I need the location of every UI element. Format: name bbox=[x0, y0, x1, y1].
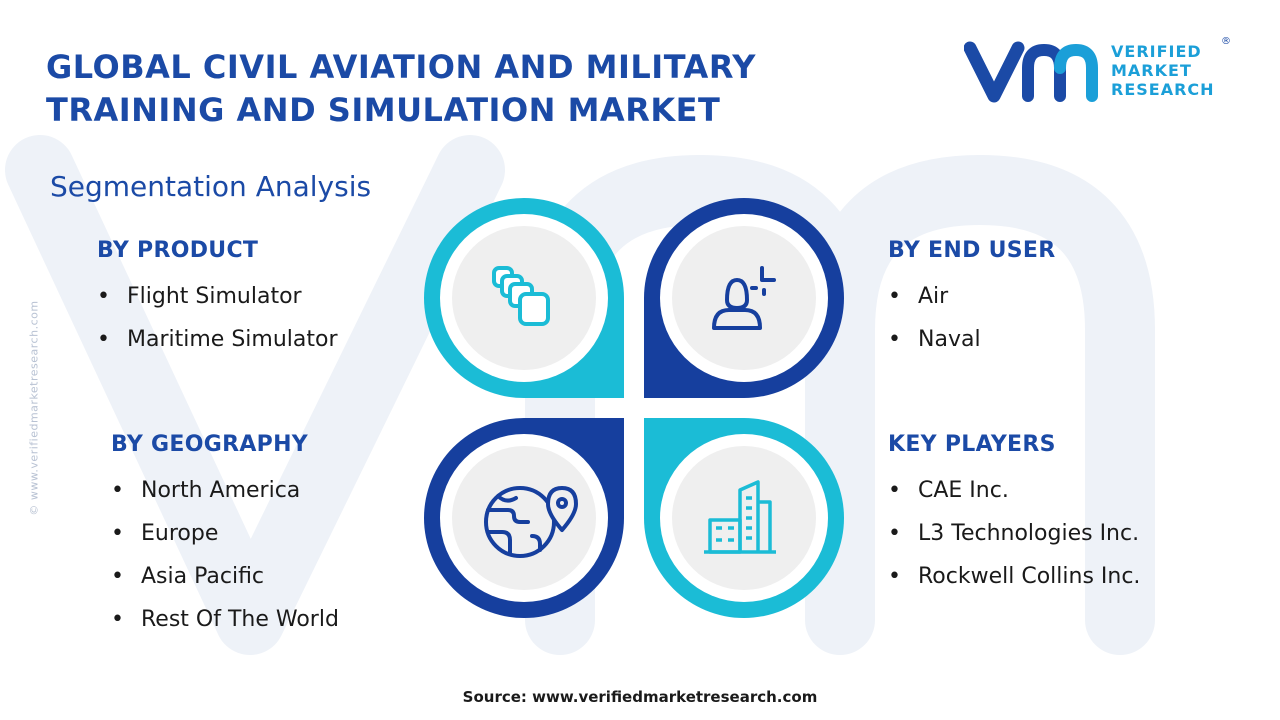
segment-list: • Air • Naval bbox=[888, 275, 1056, 361]
title-line-2: TRAINING AND SIMULATION MARKET bbox=[46, 91, 721, 129]
list-item: • Europe bbox=[111, 521, 219, 546]
list-item: • L3 Technologies Inc. bbox=[888, 521, 1140, 546]
segment-by-end-user: BY END USER • Air • Naval bbox=[888, 238, 1056, 361]
registered-mark: ® bbox=[1221, 36, 1231, 47]
list-item: • Asia Pacific bbox=[111, 564, 265, 589]
segment-heading: KEY PLAYERS bbox=[888, 432, 1056, 457]
segment-list: • CAE Inc. • L3 Technologies Inc. • Rockwel… bbox=[888, 469, 1140, 598]
globe-location-icon bbox=[484, 486, 578, 558]
quadrant-geography bbox=[424, 418, 624, 618]
quadrant-product bbox=[424, 198, 624, 398]
section-subtitle: Segmentation Analysis bbox=[50, 170, 372, 203]
person-icon bbox=[712, 266, 776, 330]
logo-wordmark: VERIFIED MARKET RESEARCH bbox=[1111, 42, 1215, 99]
quadrant-end-user bbox=[644, 198, 844, 398]
side-watermark-text: © www.verifiedmarketresearch.com bbox=[27, 300, 41, 516]
list-item: • North America bbox=[111, 478, 301, 503]
vmr-logo-icon bbox=[964, 41, 1098, 103]
list-item: • Rest Of The World bbox=[111, 607, 339, 632]
segment-heading: BY GEOGRAPHY bbox=[111, 432, 309, 457]
segment-heading: BY PRODUCT bbox=[97, 238, 259, 263]
list-item: • Maritime Simulator bbox=[97, 327, 338, 352]
list-item: • CAE Inc. bbox=[888, 478, 1009, 503]
segment-heading: BY END USER bbox=[888, 238, 1056, 263]
logo-line-3: RESEARCH bbox=[1111, 80, 1215, 99]
source-footer: Source: www.verifiedmarketresearch.com bbox=[462, 688, 818, 706]
stacked-frames-icon bbox=[492, 266, 550, 326]
buildings-icon bbox=[704, 480, 776, 554]
segment-key-players: KEY PLAYERS • CAE Inc. • L3 Technologies I… bbox=[888, 432, 1140, 598]
list-item: • Air bbox=[888, 284, 949, 309]
list-item: • Flight Simulator bbox=[97, 284, 302, 309]
list-item: • Naval bbox=[888, 327, 981, 352]
segment-list: • North America • Europe • Asia Pacific • Re… bbox=[111, 469, 339, 641]
segment-by-product: BY PRODUCT • Flight Simulator • Maritime S… bbox=[97, 238, 338, 361]
segment-by-geography: BY GEOGRAPHY • North America • Europe • Asi… bbox=[111, 432, 339, 641]
segment-list: • Flight Simulator • Maritime Simulator bbox=[97, 275, 338, 361]
logo-line-2: MARKET bbox=[1111, 61, 1192, 80]
title-line-1: GLOBAL CIVIL AVIATION AND MILITARY bbox=[46, 48, 756, 86]
list-item: • Rockwell Collins Inc. bbox=[888, 564, 1141, 589]
segmentation-diagram bbox=[424, 198, 844, 618]
quadrant-key-players bbox=[644, 418, 844, 618]
logo-line-1: VERIFIED bbox=[1111, 42, 1202, 61]
page-title: GLOBAL CIVIL AVIATION AND MILITARY TRAIN… bbox=[46, 46, 866, 132]
